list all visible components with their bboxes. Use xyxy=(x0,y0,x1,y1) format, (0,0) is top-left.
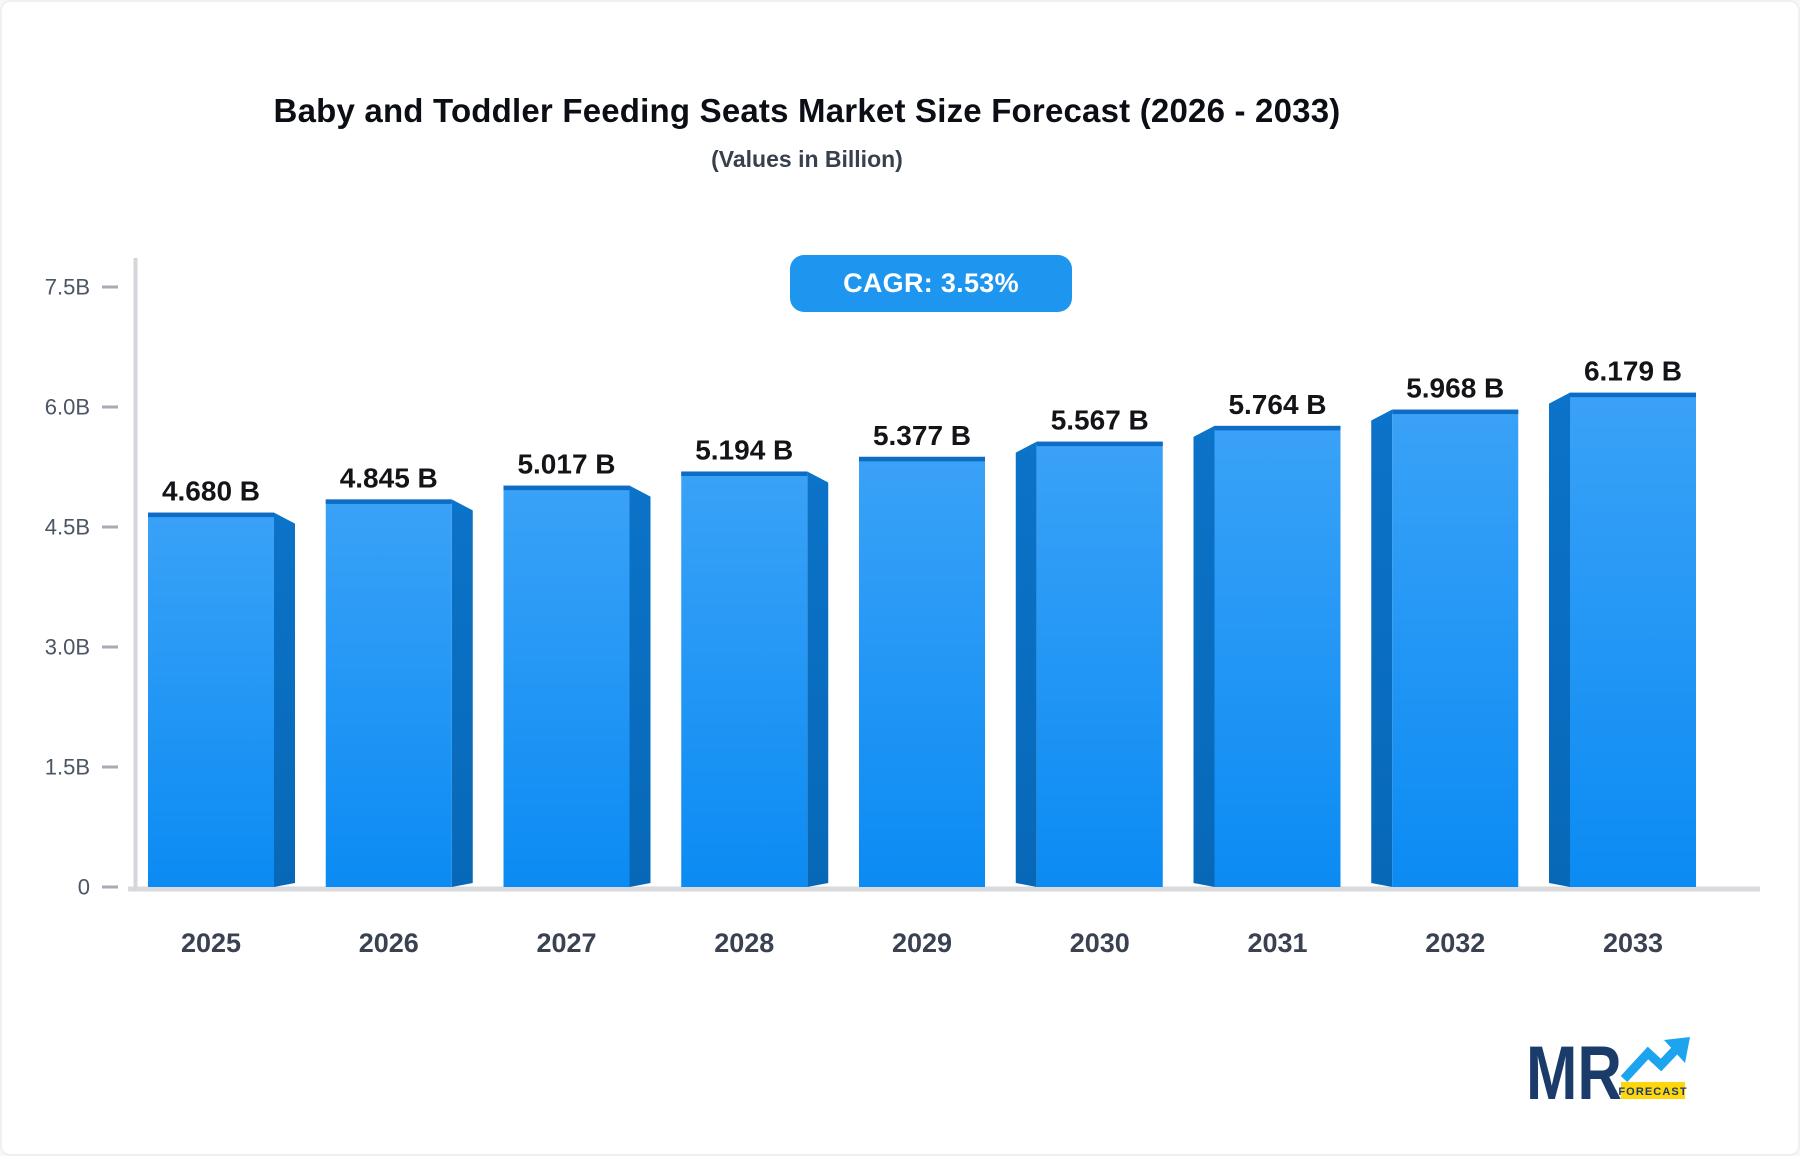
x-tick-label-2032: 2032 xyxy=(1425,928,1485,958)
y-tick xyxy=(102,645,118,649)
bar-value-label-2033: 6.179 B xyxy=(1584,356,1682,387)
bar-value-label-2029: 5.377 B xyxy=(873,420,971,451)
brand-logo: MR FORECAST xyxy=(1526,1031,1690,1116)
bar-2025 xyxy=(148,512,274,887)
x-tick-label-2030: 2030 xyxy=(1070,928,1130,958)
y-tick xyxy=(102,765,118,769)
x-tick-label-2033: 2033 xyxy=(1603,928,1663,958)
bar-2026 xyxy=(325,499,452,887)
plot-area: 0 1.5B 3.0B 4.5B 6.0B 7.5B 4.680 B 2025 4.845 B 2… xyxy=(45,258,1760,958)
bar-2032 xyxy=(1392,409,1519,887)
bar-value-label-2026: 4.845 B xyxy=(340,462,438,493)
bar-2027 xyxy=(503,485,630,887)
bar-side-2028 xyxy=(807,471,829,887)
y-tick xyxy=(102,285,118,289)
x-tick-label-2029: 2029 xyxy=(892,928,952,958)
y-tick xyxy=(102,525,118,529)
x-tick-label-2031: 2031 xyxy=(1247,928,1307,958)
logo-forecast-text: FORECAST xyxy=(1618,1086,1687,1098)
bar-top-edge-2029 xyxy=(859,456,985,462)
bar-top-edge-2026 xyxy=(325,499,452,504)
y-tick-label: 3.0B xyxy=(45,635,90,660)
y-axis-line xyxy=(133,258,138,890)
bar-2029 xyxy=(859,456,985,887)
y-tick-label: 7.5B xyxy=(45,275,90,300)
bar-side-2030 xyxy=(1015,441,1037,887)
bar-side-2031 xyxy=(1193,425,1215,887)
bar-side-2032 xyxy=(1371,409,1393,887)
bar-2031 xyxy=(1214,425,1341,887)
x-tick-label-2025: 2025 xyxy=(181,928,241,958)
bar-side-2026 xyxy=(451,499,473,887)
cagr-badge-label: CAGR: 3.53% xyxy=(843,268,1019,298)
bar-value-label-2025: 4.680 B xyxy=(162,476,260,507)
bar-top-edge-2033 xyxy=(1570,392,1696,398)
y-tick xyxy=(102,405,118,409)
bar-value-label-2032: 5.968 B xyxy=(1406,373,1504,404)
bar-side-2027 xyxy=(629,485,651,887)
bar-top-edge-2032 xyxy=(1392,409,1519,415)
y-tick-label: 6.0B xyxy=(45,395,90,420)
bar-2028 xyxy=(681,471,808,887)
x-tick-label-2026: 2026 xyxy=(359,928,419,958)
bar-side-2033 xyxy=(1549,392,1570,887)
bar-side-2025 xyxy=(274,512,295,887)
y-tick-label: 0 xyxy=(78,875,90,900)
y-tick-label: 4.5B xyxy=(45,515,90,540)
bar-2030 xyxy=(1036,441,1163,887)
cagr-badge: CAGR: 3.53% xyxy=(790,255,1072,312)
bar-top-edge-2030 xyxy=(1036,441,1163,447)
bar-top-edge-2027 xyxy=(503,485,630,491)
bar-2033 xyxy=(1570,392,1696,887)
bar-value-label-2028: 5.194 B xyxy=(695,434,793,465)
y-tick-label: 1.5B xyxy=(45,755,90,780)
x-tick-label-2027: 2027 xyxy=(536,928,596,958)
bar-top-edge-2031 xyxy=(1214,425,1341,431)
bar-value-label-2030: 5.567 B xyxy=(1051,405,1149,436)
x-tick-label-2028: 2028 xyxy=(714,928,774,958)
logo-forecast-box xyxy=(1621,1082,1685,1099)
y-tick xyxy=(102,885,118,889)
bar-top-edge-2028 xyxy=(681,471,808,476)
bar-value-label-2031: 5.764 B xyxy=(1228,389,1326,420)
x-axis-line xyxy=(128,886,1760,892)
bar-top-edge-2025 xyxy=(148,512,274,518)
logo-mr-text: MR xyxy=(1526,1031,1622,1116)
trend-arrow-icon xyxy=(1620,1037,1690,1083)
bar-value-label-2027: 5.017 B xyxy=(517,449,615,480)
